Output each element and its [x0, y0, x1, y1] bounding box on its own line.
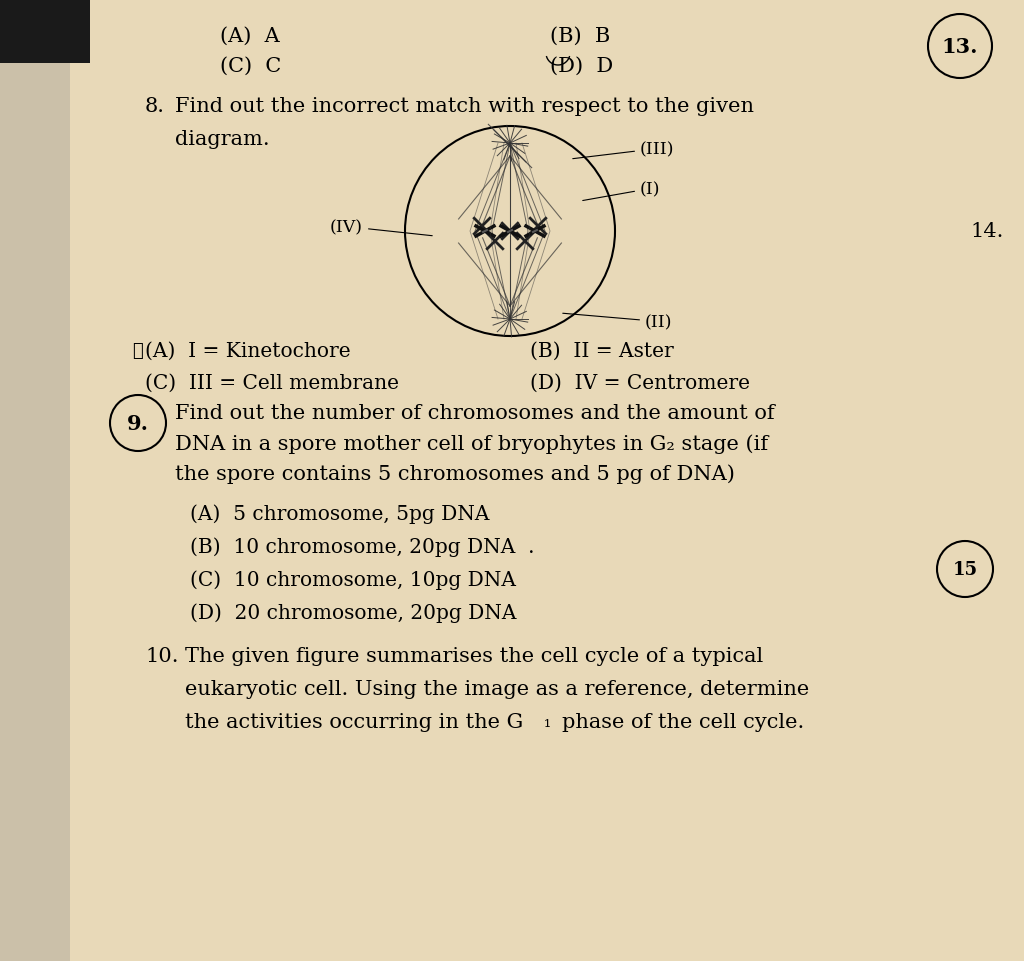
Text: the activities occurring in the G: the activities occurring in the G [185, 712, 523, 731]
Text: DNA in a spore mother cell of bryophytes in G₂ stage (if: DNA in a spore mother cell of bryophytes… [175, 433, 768, 454]
Text: phase of the cell cycle.: phase of the cell cycle. [562, 712, 804, 731]
Text: (B)  10 chromosome, 20pg DNA  .: (B) 10 chromosome, 20pg DNA . [190, 536, 535, 556]
Text: Find out the incorrect match with respect to the given: Find out the incorrect match with respec… [175, 97, 754, 116]
Text: (II): (II) [563, 313, 673, 331]
Text: (A)  A: (A) A [220, 27, 280, 46]
Text: 8.: 8. [145, 97, 165, 116]
Text: (C)  III = Cell membrane: (C) III = Cell membrane [145, 374, 399, 393]
Text: (D)  20 chromosome, 20pg DNA: (D) 20 chromosome, 20pg DNA [190, 603, 516, 622]
Text: the spore contains 5 chromosomes and 5 pg of DNA): the spore contains 5 chromosomes and 5 p… [175, 463, 735, 483]
Text: 10.: 10. [145, 647, 178, 665]
Text: (IV): (IV) [330, 219, 432, 236]
Text: Find out the number of chromosomes and the amount of: Find out the number of chromosomes and t… [175, 404, 774, 423]
Text: 15: 15 [952, 560, 978, 579]
Text: ₁: ₁ [544, 712, 551, 730]
Text: 14.: 14. [970, 222, 1004, 241]
Text: diagram.: diagram. [175, 130, 269, 149]
Text: 13.: 13. [942, 37, 978, 57]
Text: (A)  5 chromosome, 5pg DNA: (A) 5 chromosome, 5pg DNA [190, 504, 489, 523]
Text: (C)  C: (C) C [220, 57, 282, 76]
Text: eukaryotic cell. Using the image as a reference, determine: eukaryotic cell. Using the image as a re… [185, 679, 809, 699]
Text: (C)  10 chromosome, 10pg DNA: (C) 10 chromosome, 10pg DNA [190, 570, 516, 589]
Polygon shape [0, 64, 70, 961]
Text: (B)  II = Aster: (B) II = Aster [530, 342, 674, 360]
Text: ✓: ✓ [132, 342, 142, 359]
Text: 9.: 9. [127, 413, 150, 433]
Text: (III): (III) [572, 141, 675, 160]
Text: (I): (I) [583, 181, 660, 201]
Text: (D)  IV = Centromere: (D) IV = Centromere [530, 374, 750, 393]
Text: (D)  D: (D) D [550, 57, 613, 76]
Text: (A)  I = Kinetochore: (A) I = Kinetochore [145, 342, 350, 360]
Text: (B)  B: (B) B [550, 27, 610, 46]
Polygon shape [0, 0, 90, 64]
Text: The given figure summarises the cell cycle of a typical: The given figure summarises the cell cyc… [185, 647, 763, 665]
